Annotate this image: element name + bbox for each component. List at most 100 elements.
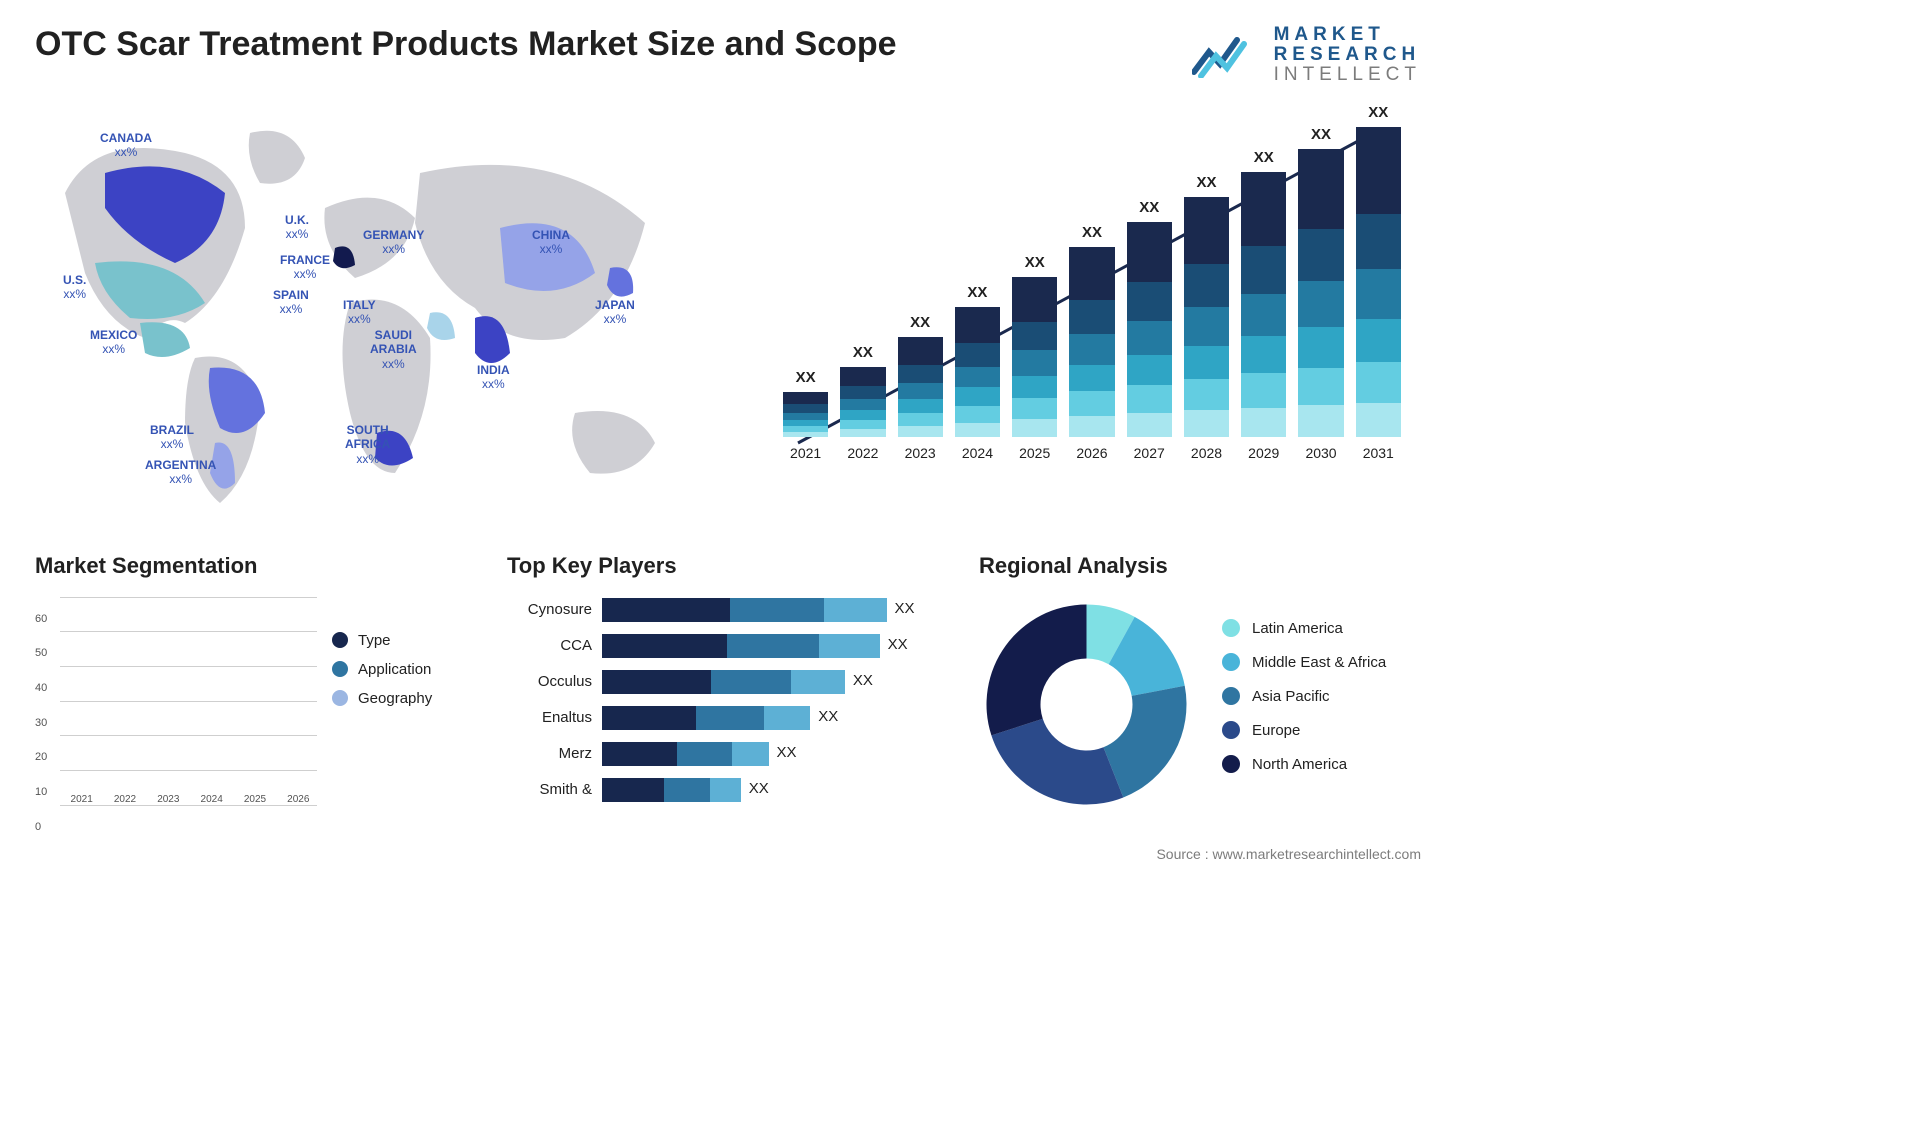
forecast-bar: XX 2023 xyxy=(898,314,943,461)
regional-panel: Regional Analysis Latin AmericaMiddle Ea… xyxy=(979,553,1421,843)
seg-bar: 2024 xyxy=(193,790,230,805)
bar-value: XX xyxy=(853,344,873,361)
map-label: SOUTHAFRICAxx% xyxy=(345,423,390,466)
legend-label: Type xyxy=(358,632,391,649)
donut-svg xyxy=(979,597,1194,812)
forecast-bar: XX 2025 xyxy=(1012,254,1057,461)
x-label: 2022 xyxy=(847,445,878,461)
legend-swatch xyxy=(1222,687,1240,705)
map-label: BRAZILxx% xyxy=(150,423,194,452)
legend-item: Latin America xyxy=(1222,619,1386,637)
player-label: Smith & xyxy=(507,781,602,798)
x-label: 2021 xyxy=(71,794,93,805)
legend-item: Europe xyxy=(1222,721,1386,739)
forecast-bar: XX2028 xyxy=(1184,174,1229,461)
legend-swatch xyxy=(1222,755,1240,773)
seg-bar: 2026 xyxy=(280,790,317,805)
player-label: Occulus xyxy=(507,673,602,690)
key-players-chart: CynosureXXCCAXXOcculusXXEnaltusXXMerzXXS… xyxy=(507,597,949,827)
x-label: 2028 xyxy=(1191,445,1222,461)
player-label: Cynosure xyxy=(507,601,602,618)
bar-value: XX xyxy=(895,600,915,617)
segmentation-panel: Market Segmentation 01020304050602021202… xyxy=(35,553,477,843)
player-row: Smith & XX xyxy=(507,777,949,803)
legend-label: North America xyxy=(1252,756,1347,773)
bar-value: XX xyxy=(888,636,908,653)
bar-value: XX xyxy=(749,780,769,797)
legend-item: Application xyxy=(332,661,477,678)
legend-swatch xyxy=(332,690,348,706)
top-row: CANADAxx%U.S.xx%MEXICOxx%BRAZILxx%ARGENT… xyxy=(35,113,1421,523)
forecast-bar: XX 2026 xyxy=(1069,224,1114,461)
legend-swatch xyxy=(332,661,348,677)
map-label: CHINAxx% xyxy=(532,228,570,257)
forecast-bar: XX2021 xyxy=(783,369,828,461)
seg-bar: 2025 xyxy=(236,790,273,805)
legend-item: Middle East & Africa xyxy=(1222,653,1386,671)
seg-bar: 2021 xyxy=(63,790,100,805)
x-label: 2023 xyxy=(905,445,936,461)
x-label: 2024 xyxy=(962,445,993,461)
donut-slice xyxy=(991,719,1123,805)
regional-legend: Latin America Middle East & Africa Asia Pa… xyxy=(1222,619,1386,789)
logo-mark-icon xyxy=(1192,32,1262,78)
legend-label: Application xyxy=(358,661,431,678)
forecast-bar-chart: XX2021XX2022XX2023XX2024XX2025XX2026XX20… xyxy=(743,113,1421,523)
forecast-bar: XX 2031 xyxy=(1356,104,1401,461)
regional-chart: Latin America Middle East & Africa Asia Pa… xyxy=(979,597,1421,812)
header: OTC Scar Treatment Products Market Size … xyxy=(35,25,1421,85)
map-label: JAPANxx% xyxy=(595,298,635,327)
page-title: OTC Scar Treatment Products Market Size … xyxy=(35,25,897,64)
y-tick: 0 xyxy=(35,821,473,833)
bar-value: XX xyxy=(967,284,987,301)
x-label: 2022 xyxy=(114,794,136,805)
bar-value: XX xyxy=(1254,149,1274,166)
logo-text: MARKET RESEARCH INTELLECT xyxy=(1274,25,1421,85)
segmentation-legend: Type Application Geography xyxy=(332,632,477,719)
player-row: Occulus XX xyxy=(507,669,949,695)
player-label: Merz xyxy=(507,745,602,762)
map-label: INDIAxx% xyxy=(477,363,510,392)
player-label: Enaltus xyxy=(507,709,602,726)
forecast-bar: XX 2029 xyxy=(1241,149,1286,461)
player-row: Cynosure XX xyxy=(507,597,949,623)
legend-label: Geography xyxy=(358,690,432,707)
map-label: ITALYxx% xyxy=(343,298,376,327)
x-label: 2031 xyxy=(1363,445,1394,461)
map-label: FRANCExx% xyxy=(280,253,330,282)
legend-label: Middle East & Africa xyxy=(1252,654,1386,671)
map-label: U.S.xx% xyxy=(63,273,86,302)
bar-value: XX xyxy=(1368,104,1388,121)
bar-value: XX xyxy=(1311,126,1331,143)
bar-value: XX xyxy=(1025,254,1045,271)
world-map-chart: CANADAxx%U.S.xx%MEXICOxx%BRAZILxx%ARGENT… xyxy=(35,113,713,523)
legend-label: Latin America xyxy=(1252,620,1343,637)
legend-swatch xyxy=(1222,721,1240,739)
bar-value: XX xyxy=(910,314,930,331)
seg-bar: 2023 xyxy=(150,790,187,805)
bar-value: XX xyxy=(853,672,873,689)
bar-value: XX xyxy=(777,744,797,761)
brand-logo: MARKET RESEARCH INTELLECT xyxy=(1192,25,1421,85)
x-label: 2025 xyxy=(1019,445,1050,461)
x-label: 2024 xyxy=(201,794,223,805)
legend-label: Europe xyxy=(1252,722,1300,739)
map-label: U.K.xx% xyxy=(285,213,309,242)
x-label: 2027 xyxy=(1134,445,1165,461)
x-label: 2021 xyxy=(790,445,821,461)
x-label: 2029 xyxy=(1248,445,1279,461)
legend-swatch xyxy=(1222,619,1240,637)
bar-value: XX xyxy=(818,708,838,725)
x-label: 2030 xyxy=(1305,445,1336,461)
map-label: MEXICOxx% xyxy=(90,328,137,357)
legend-item: North America xyxy=(1222,755,1386,773)
legend-swatch xyxy=(1222,653,1240,671)
x-label: 2025 xyxy=(244,794,266,805)
forecast-bar: XX 2024 xyxy=(955,284,1000,461)
forecast-bar: XX 2030 xyxy=(1298,126,1343,461)
map-label: SPAINxx% xyxy=(273,288,309,317)
segmentation-chart: 0102030405060202120222023202420252026Typ… xyxy=(35,597,477,827)
legend-item: Asia Pacific xyxy=(1222,687,1386,705)
bar-value: XX xyxy=(1082,224,1102,241)
x-label: 2026 xyxy=(1076,445,1107,461)
